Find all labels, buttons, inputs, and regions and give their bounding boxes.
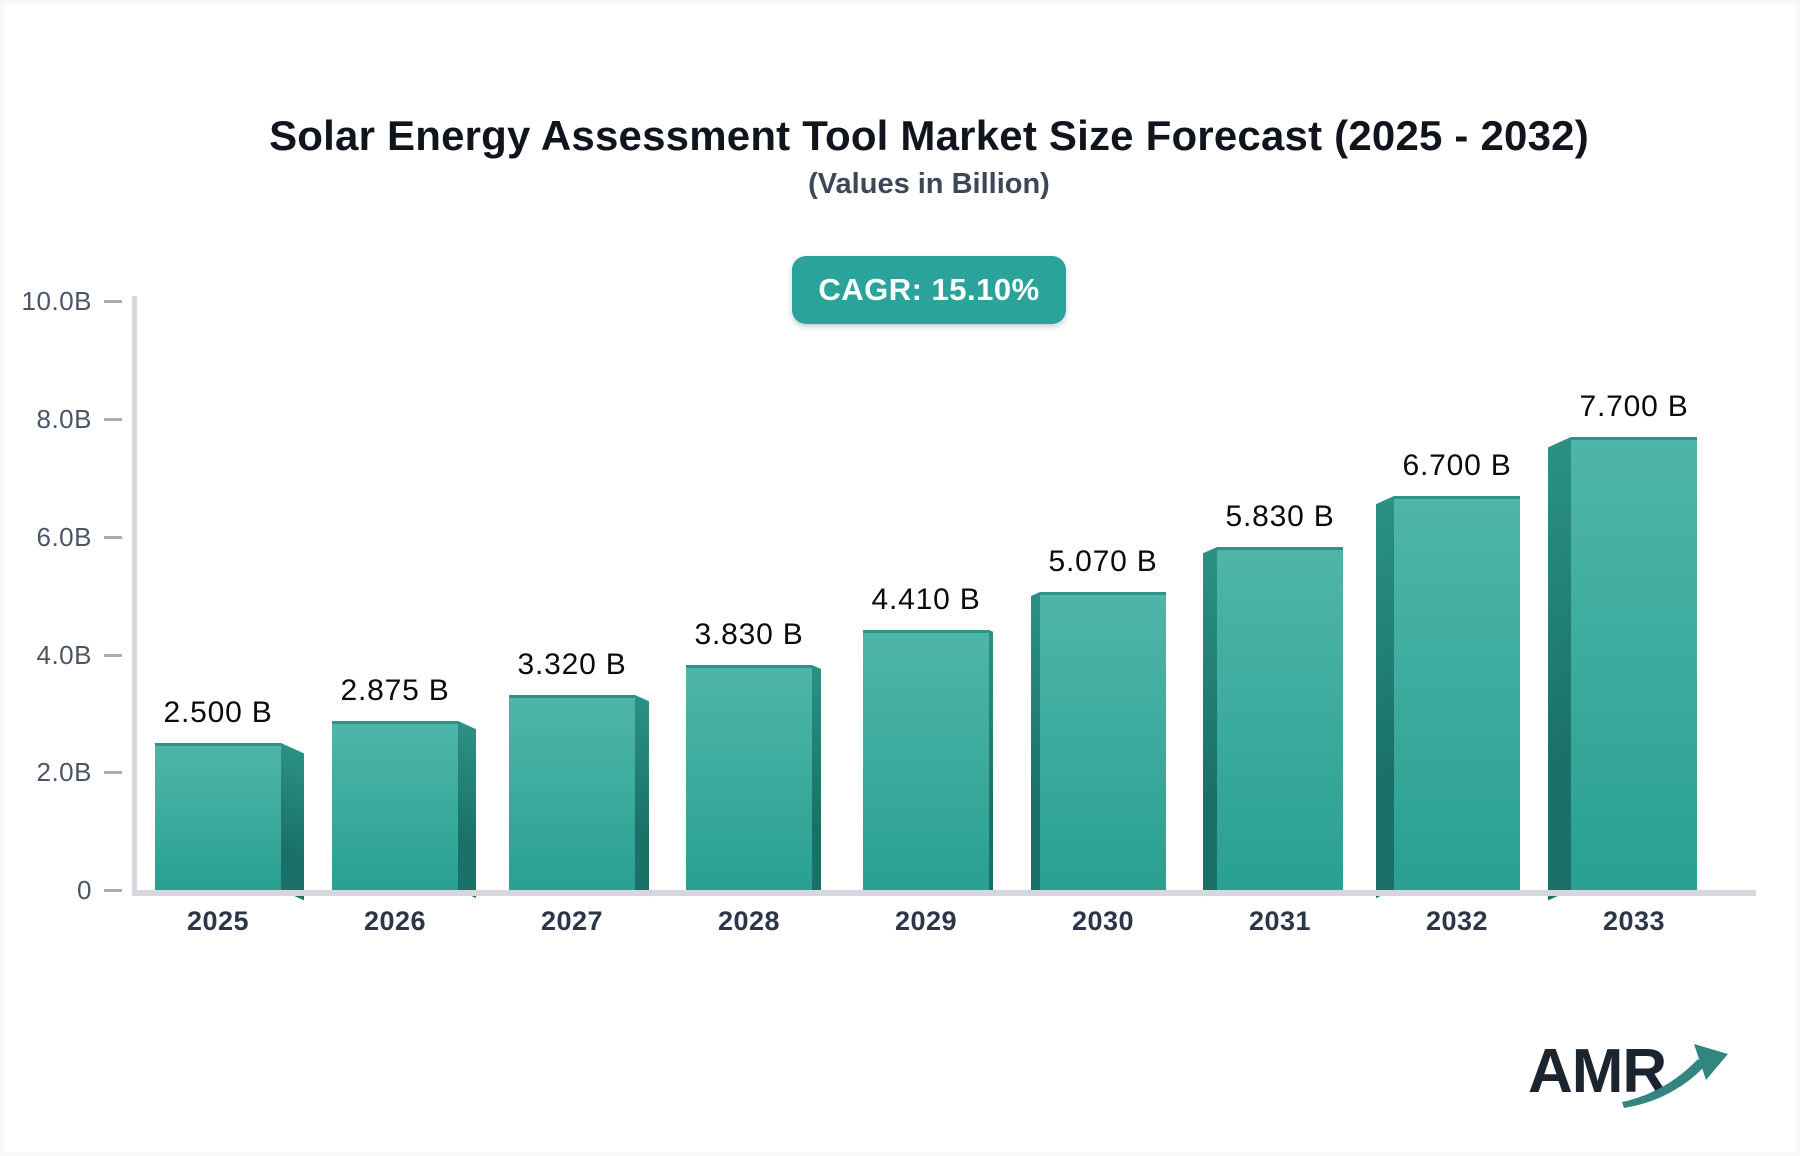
y-tick-label: 8.0B	[36, 404, 92, 434]
bar-side	[458, 720, 476, 899]
x-axis-label: 2025	[186, 906, 250, 936]
plot-area: 10.0B 8.0B 6.0B 4.0B 2.0B 0 2.500 B 2025 2.875 B…	[4, 4, 1800, 1156]
y-tick-mark	[104, 653, 122, 657]
x-axis-label: 2032	[1425, 906, 1489, 936]
bar-side	[1376, 495, 1394, 899]
bar-face-2026	[332, 720, 458, 890]
y-tick-mark	[104, 418, 122, 421]
y-tick-label: 4.0B	[36, 639, 92, 670]
y-axis-line	[132, 296, 137, 892]
bar-side	[1548, 436, 1571, 901]
bar-face-2029	[863, 630, 989, 890]
bar-value-label: 3.830 B	[694, 617, 804, 651]
y-tick-mark	[104, 771, 122, 775]
y-tick-mark	[104, 300, 122, 304]
bar-face-2027	[509, 694, 635, 890]
bar-value-label: 2.875 B	[340, 673, 450, 707]
bar-value-label: 2.500 B	[163, 695, 273, 729]
x-axis-label: 2031	[1248, 906, 1312, 936]
chart-card: Solar Energy Assessment Tool Market Size…	[4, 4, 1796, 1152]
y-tick-label: 0	[77, 875, 92, 905]
cagr-badge: CAGR: 15.10%	[792, 256, 1066, 324]
bar-side	[812, 664, 821, 895]
x-axis-label: 2026	[363, 906, 427, 936]
bar-side	[989, 630, 993, 892]
y-tick-mark	[104, 535, 122, 539]
x-axis-label: 2030	[1071, 906, 1135, 936]
bar-value-label: 4.410 B	[871, 583, 981, 617]
bar-value-label: 3.320 B	[517, 647, 627, 681]
bar-value-label: 7.700 B	[1579, 389, 1689, 423]
x-axis-label: 2033	[1602, 906, 1666, 936]
bar-face-2030	[1040, 591, 1166, 890]
x-axis-label: 2029	[894, 906, 958, 936]
bar-side	[1031, 591, 1040, 895]
amr-logo: AMR	[1528, 1036, 1748, 1118]
trend-arrow-icon	[1622, 1044, 1728, 1108]
y-tick-label: 2.0B	[36, 757, 92, 788]
x-axis-label: 2028	[717, 906, 781, 936]
cagr-badge-label: CAGR: 15.10%	[818, 272, 1040, 307]
bar-face-2025	[155, 742, 281, 890]
bar-side	[281, 742, 304, 901]
x-axis-label: 2027	[540, 906, 604, 936]
y-tick-mark	[104, 889, 122, 892]
x-axis-line	[132, 890, 1756, 896]
bar-face-2033	[1571, 436, 1697, 890]
bar-value-label: 5.830 B	[1225, 499, 1335, 533]
bar-value-label: 6.700 B	[1402, 448, 1512, 482]
bar-side	[1203, 546, 1217, 897]
bar-face-2031	[1217, 546, 1343, 890]
y-tick-label: 6.0B	[36, 521, 92, 552]
bar-face-2028	[686, 664, 812, 890]
amr-logo-text: AMR	[1528, 1037, 1667, 1106]
chart-title: Solar Energy Assessment Tool Market Size…	[269, 112, 1589, 159]
bar-side	[635, 694, 649, 897]
y-tick-label: 10.0B	[21, 286, 92, 317]
bar-face-2032	[1394, 495, 1520, 890]
bar-value-label: 5.070 B	[1048, 544, 1158, 578]
chart-subtitle: (Values in Billion)	[808, 168, 1050, 200]
